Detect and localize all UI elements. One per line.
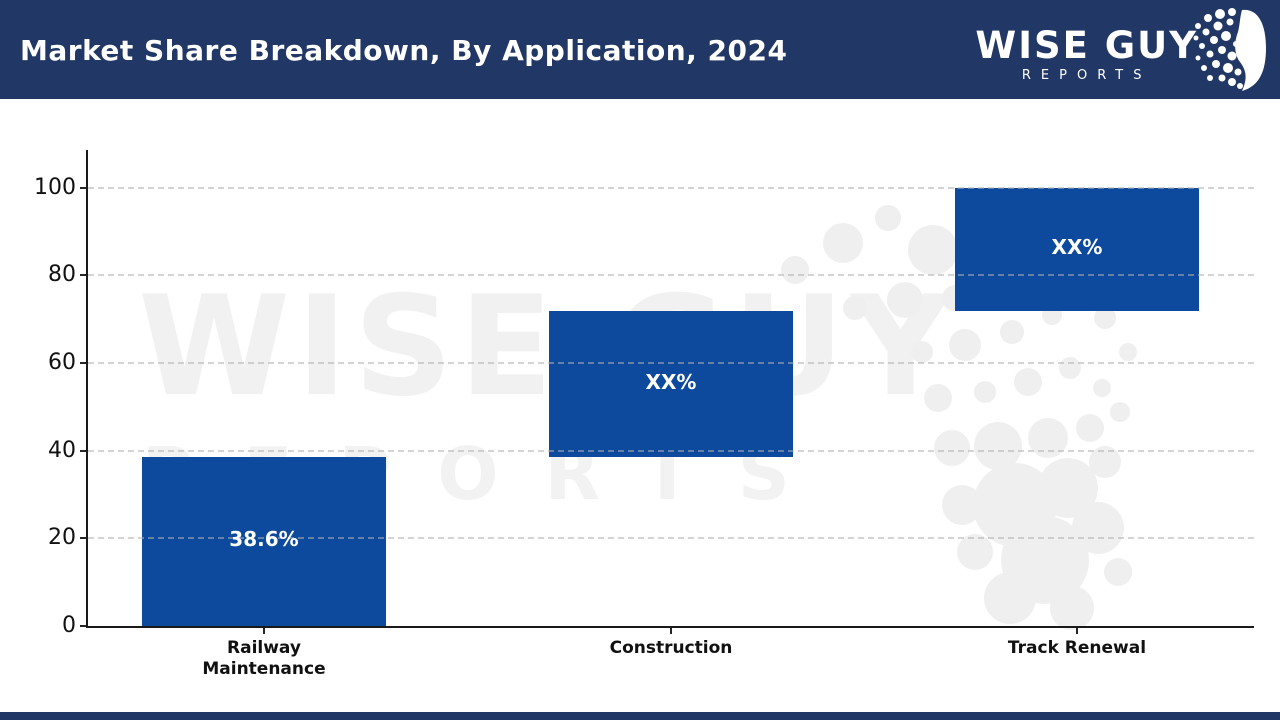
- x-tick-railway-maintenance: [263, 627, 265, 634]
- logo-subtitle: REPORTS: [1021, 68, 1152, 83]
- y-axis-line: [86, 150, 88, 628]
- y-tick-label-40: 40: [48, 437, 76, 463]
- y-tick-label-0: 0: [62, 613, 76, 638]
- watermark-wordmark: WISE GUY: [138, 266, 957, 427]
- wise-guy-reports-logo: WISE GUY REPORTS: [975, 6, 1270, 94]
- page-title: Market Share Breakdown, By Application, …: [20, 34, 788, 67]
- bar-value-label-track-renewal: XX%: [1051, 235, 1103, 260]
- x-tick-construction: [670, 627, 672, 634]
- bar-railway-maintenance: [142, 456, 386, 626]
- y-tick-label-100: 100: [34, 174, 76, 200]
- y-tick-label-60: 60: [48, 349, 76, 375]
- gridline-y80: [88, 274, 1254, 277]
- y-tick-label-80: 80: [48, 262, 76, 288]
- x-axis-line: [86, 625, 1254, 628]
- y-tick-0: [80, 625, 87, 627]
- header-bar: Market Share Breakdown, By Application, …: [0, 0, 1280, 99]
- bar-value-label-railway-maintenance: 38.6%: [229, 527, 299, 552]
- gridline-y40: [88, 449, 1254, 452]
- footer-bar: [0, 712, 1280, 720]
- logo-dotted-face-icon: [1193, 8, 1266, 92]
- gridline-y20: [88, 537, 1254, 540]
- x-label-railway-maintenance: Railway Maintenance: [202, 638, 326, 679]
- logo-text: WISE GUY REPORTS: [975, 24, 1198, 83]
- x-tick-track-renewal: [1076, 627, 1078, 634]
- bar-construction: [549, 311, 793, 457]
- y-tick-20: [80, 537, 87, 540]
- gridline-y60: [88, 361, 1254, 364]
- x-label-track-renewal: Track Renewal: [1007, 638, 1147, 658]
- y-tick-80: [80, 274, 87, 277]
- y-tick-label-20: 20: [48, 525, 76, 551]
- bar-value-label-construction: XX%: [645, 370, 697, 394]
- y-tick-60: [80, 361, 87, 364]
- y-tick-100: [80, 186, 87, 189]
- bar-track-renewal: [955, 187, 1199, 312]
- y-tick-40: [80, 449, 87, 452]
- logo-wordmark: WISE GUY: [975, 24, 1198, 67]
- x-label-construction: Construction: [609, 638, 733, 658]
- gridline-y100: [88, 186, 1254, 189]
